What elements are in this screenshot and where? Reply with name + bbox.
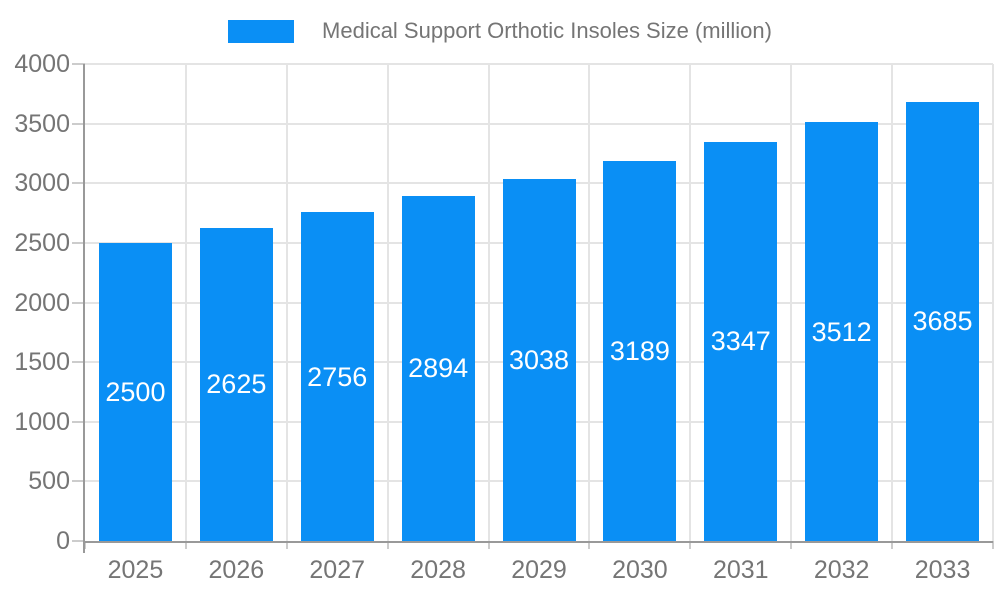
legend-label: Medical Support Orthotic Insoles Size (m…	[322, 18, 772, 43]
bar-value-label: 3347	[710, 326, 771, 357]
y-axis-line	[83, 64, 85, 553]
y-tick-mark	[72, 122, 85, 125]
bar-value-label: 2625	[206, 369, 267, 400]
x-axis-line	[83, 541, 993, 543]
bar-value-label: 2500	[105, 376, 166, 407]
y-tick-label: 3000	[14, 169, 70, 198]
x-tick-mark	[891, 541, 894, 549]
bar-value-label: 3512	[811, 316, 872, 347]
y-tick-mark	[72, 361, 85, 364]
x-tick-label: 2030	[612, 556, 668, 584]
y-tick-mark	[72, 540, 85, 542]
x-gridline	[992, 64, 994, 541]
y-tick-mark	[72, 182, 85, 185]
x-tick-mark	[285, 541, 288, 549]
bar[interactable]	[805, 122, 879, 541]
x-tick-mark	[689, 541, 692, 549]
bar[interactable]	[704, 141, 778, 541]
bar[interactable]	[906, 101, 980, 541]
bar-value-label: 3038	[508, 344, 570, 375]
y-tick-label: 2000	[14, 288, 70, 317]
y-tick-label: 1500	[14, 348, 70, 377]
x-tick-label: 2027	[309, 556, 366, 584]
x-tick-mark	[487, 541, 490, 549]
legend-swatch	[228, 19, 295, 43]
y-tick-mark	[72, 63, 85, 65]
x-tick-label: 2026	[208, 556, 265, 584]
x-tick-label: 2029	[511, 556, 567, 584]
y-tick-mark	[72, 301, 85, 304]
x-gridline	[689, 64, 692, 541]
bar-value-label: 3685	[912, 306, 973, 337]
x-gridline	[386, 64, 389, 541]
x-tick-label: 2025	[107, 556, 164, 584]
x-gridline	[588, 64, 591, 541]
x-tick-label: 2033	[914, 556, 971, 584]
bar[interactable]	[401, 195, 475, 541]
y-gridline	[85, 122, 993, 125]
y-tick-label: 2500	[14, 228, 70, 257]
bar-value-label: 2756	[307, 361, 368, 392]
x-gridline	[891, 64, 894, 541]
x-gridline	[790, 64, 793, 541]
bar[interactable]	[98, 242, 172, 541]
x-tick-mark	[588, 541, 591, 549]
x-tick-mark	[84, 541, 86, 549]
x-tick-mark	[790, 541, 793, 549]
bar-value-label: 3189	[609, 335, 670, 366]
x-tick-label: 2032	[813, 556, 870, 584]
y-gridline	[85, 63, 993, 65]
bar[interactable]	[199, 227, 273, 541]
y-tick-label: 3500	[14, 109, 70, 138]
y-tick-mark	[72, 241, 85, 244]
x-gridline	[184, 64, 187, 541]
x-gridline	[487, 64, 490, 541]
bar[interactable]	[502, 178, 576, 541]
y-tick-label: 4000	[14, 50, 70, 78]
y-tick-mark	[72, 480, 85, 483]
x-tick-label: 2031	[712, 556, 769, 584]
bar[interactable]	[300, 212, 374, 541]
bar-value-label: 2894	[408, 353, 469, 384]
x-tick-mark	[386, 541, 389, 549]
y-tick-label: 1000	[14, 407, 70, 436]
x-tick-mark	[992, 541, 994, 549]
bar[interactable]	[603, 160, 677, 541]
x-tick-mark	[184, 541, 187, 549]
y-tick-label: 500	[28, 467, 70, 496]
x-tick-label: 2028	[410, 556, 466, 584]
y-tick-label: 0	[56, 527, 70, 555]
chart-legend: Medical Support Orthotic Insoles Size (m…	[0, 16, 1000, 46]
x-gridline	[285, 64, 288, 541]
y-tick-mark	[72, 420, 85, 423]
